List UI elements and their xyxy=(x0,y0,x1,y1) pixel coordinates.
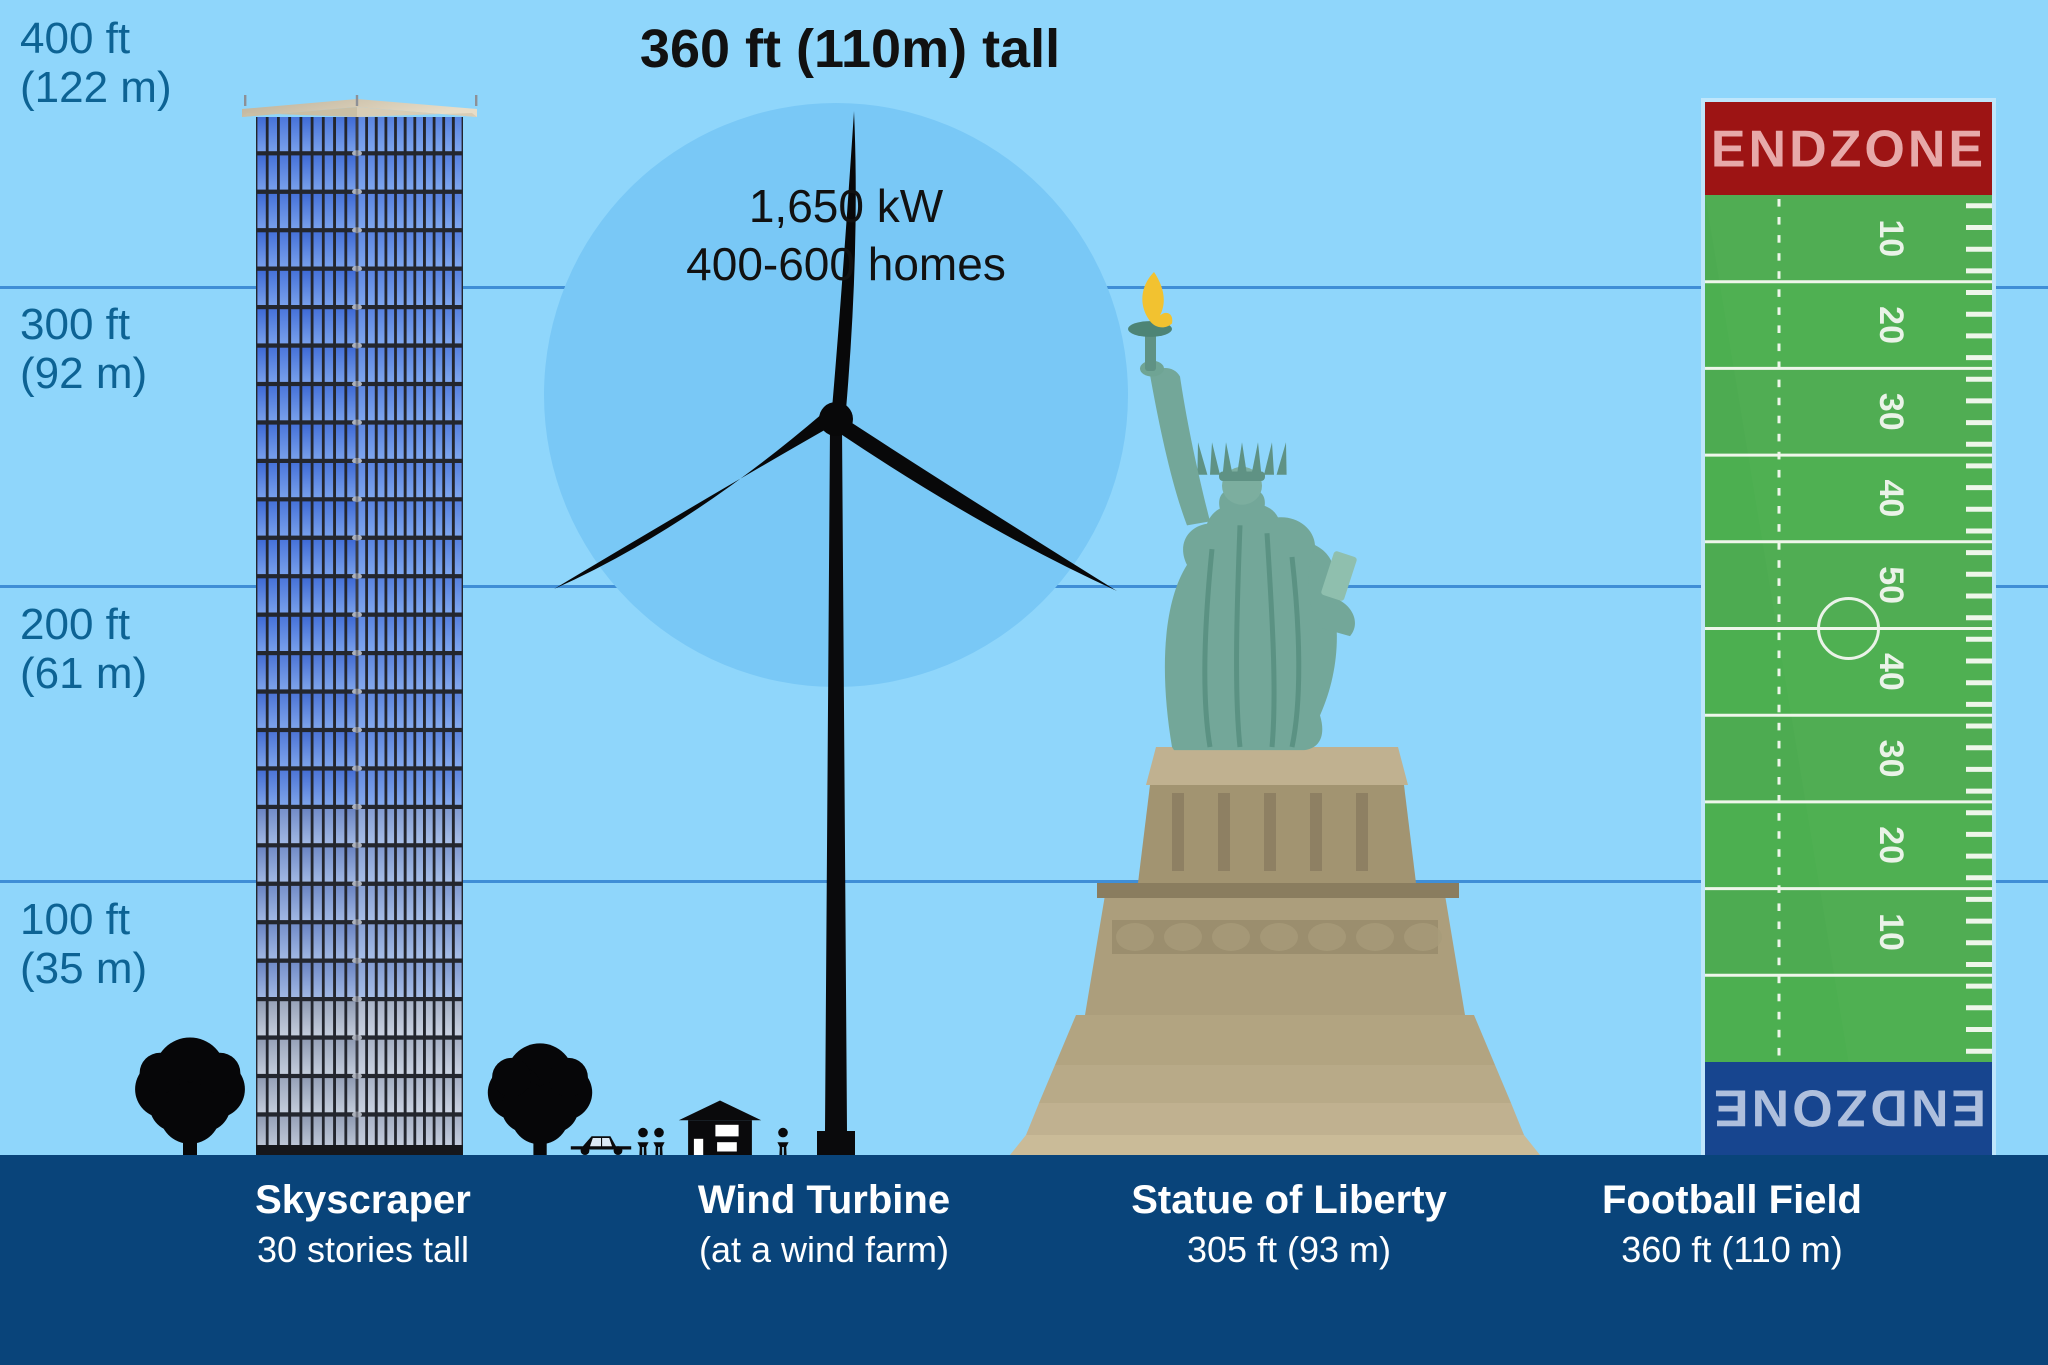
svg-text:30: 30 xyxy=(1872,740,1910,778)
svg-text:20: 20 xyxy=(1872,826,1910,864)
svg-text:40: 40 xyxy=(1872,653,1910,691)
svg-text:10: 10 xyxy=(1872,913,1910,951)
svg-text:10: 10 xyxy=(1872,219,1910,257)
svg-text:20: 20 xyxy=(1872,306,1910,344)
svg-text:40: 40 xyxy=(1872,479,1910,517)
svg-text:ENDZONE: ENDZONE xyxy=(1711,1079,1986,1137)
svg-text:ENDZONE: ENDZONE xyxy=(1711,121,1986,179)
svg-text:50: 50 xyxy=(1872,566,1910,604)
svg-text:30: 30 xyxy=(1872,393,1910,431)
